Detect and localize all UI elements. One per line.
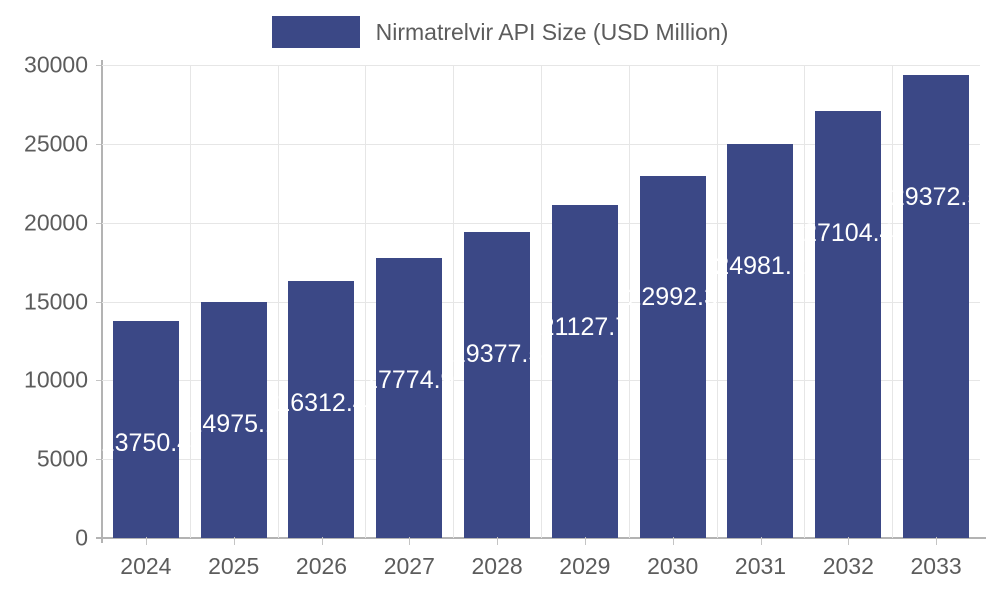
gridline-x-8 (804, 65, 805, 538)
bar-2030[interactable]: 22992.3 (628, 65, 718, 538)
x-axis-line (96, 537, 986, 539)
x-axis-ticks: 2024 2025 2026 2027 2028 2029 2030 2031 2032 2033 (102, 537, 980, 595)
gridline-x-6 (629, 65, 630, 538)
y-axis-ticks: 0 5000 10000 15000 20000 25000 30000 (0, 0, 104, 600)
gridline-x-1 (190, 65, 191, 538)
bar-rect-2027[interactable] (376, 257, 443, 538)
x-tick-mark-2032 (848, 537, 849, 545)
bar-2027[interactable]: 17774.9 (364, 65, 454, 538)
bar-rect-2031[interactable] (727, 144, 794, 538)
y-tick-mark-30000 (96, 65, 104, 66)
y-tick-mark-20000 (96, 223, 104, 224)
x-tick-label-2033: 2033 (910, 553, 962, 579)
bar-rect-2024[interactable] (112, 321, 179, 538)
x-tick-mark-2027 (409, 537, 410, 545)
gridline-x-4 (453, 65, 454, 538)
bar-2026[interactable]: 16312.4 (276, 65, 367, 538)
x-tick-mark-2030 (673, 537, 674, 545)
y-tick-label-25000: 25000 (24, 130, 88, 157)
bar-rect-2028[interactable] (464, 232, 531, 538)
gridline-x-2 (278, 65, 279, 538)
x-tick-mark-2025 (234, 537, 235, 545)
x-tick-mark-2024 (146, 537, 147, 545)
x-tick-mark-2031 (761, 537, 762, 545)
y-tick-label-10000: 10000 (24, 366, 88, 393)
y-tick-mark-15000 (96, 302, 104, 303)
y-tick-label-5000: 5000 (36, 445, 88, 472)
bar-series-nirmatrelvir-api-size: 13750.4 14975.1 16312.4 17774.9 19377.5 21127… (102, 65, 980, 538)
x-tick-mark-2033 (936, 537, 937, 545)
bar-rect-2029[interactable] (551, 204, 618, 538)
gridline-x-9 (892, 65, 893, 538)
bar-rect-2033[interactable] (903, 74, 970, 538)
x-tick-mark-2028 (497, 537, 498, 545)
legend-label-nirmatrelvir-api-size: Nirmatrelvir API Size (USD Million) (375, 18, 729, 45)
x-tick-label-2025: 2025 (208, 553, 260, 579)
bar-2032[interactable]: 27104.4 (803, 65, 893, 538)
bar-2031[interactable]: 24981.2 (715, 65, 806, 538)
bar-2033[interactable]: 29372.5 (891, 65, 980, 538)
y-tick-mark-10000 (96, 380, 104, 381)
gridline-x-7 (717, 65, 718, 538)
bar-rect-2030[interactable] (639, 175, 706, 538)
x-tick-label-2027: 2027 (383, 553, 435, 579)
x-tick-label-2024: 2024 (120, 553, 172, 579)
y-axis-line (101, 60, 103, 543)
bar-2025[interactable]: 14975.1 (189, 65, 279, 538)
x-tick-label-2030: 2030 (647, 553, 699, 579)
x-tick-label-2032: 2032 (822, 553, 874, 579)
bar-rect-2025[interactable] (200, 301, 267, 538)
x-tick-label-2028: 2028 (471, 553, 523, 579)
x-tick-label-2031: 2031 (734, 553, 787, 579)
chart-legend: Nirmatrelvir API Size (USD Million) (0, 12, 1000, 52)
y-tick-label-30000: 30000 (24, 51, 88, 78)
x-tick-mark-2026 (322, 537, 323, 545)
legend-swatch-nirmatrelvir-api-size (271, 16, 360, 48)
x-tick-mark-2029 (585, 537, 586, 545)
bar-2029[interactable]: 21127.7 (541, 65, 629, 538)
bar-2028[interactable]: 19377.5 (452, 65, 542, 538)
bar-rect-2026[interactable] (288, 280, 355, 538)
y-tick-label-20000: 20000 (24, 209, 88, 236)
gridline-x-5 (541, 65, 542, 538)
y-tick-mark-25000 (96, 144, 104, 145)
y-tick-label-0: 0 (75, 524, 88, 551)
bar-rect-2032[interactable] (815, 110, 882, 538)
bar-2024[interactable]: 13750.4 (102, 65, 191, 538)
x-tick-label-2026: 2026 (295, 553, 348, 579)
gridline-x-3 (365, 65, 366, 538)
y-tick-label-15000: 15000 (24, 288, 88, 314)
y-tick-mark-5000 (96, 459, 104, 460)
plot-area: 13750.4 14975.1 16312.4 17774.9 19377.5 21127… (102, 65, 980, 538)
x-tick-label-2029: 2029 (559, 553, 611, 579)
